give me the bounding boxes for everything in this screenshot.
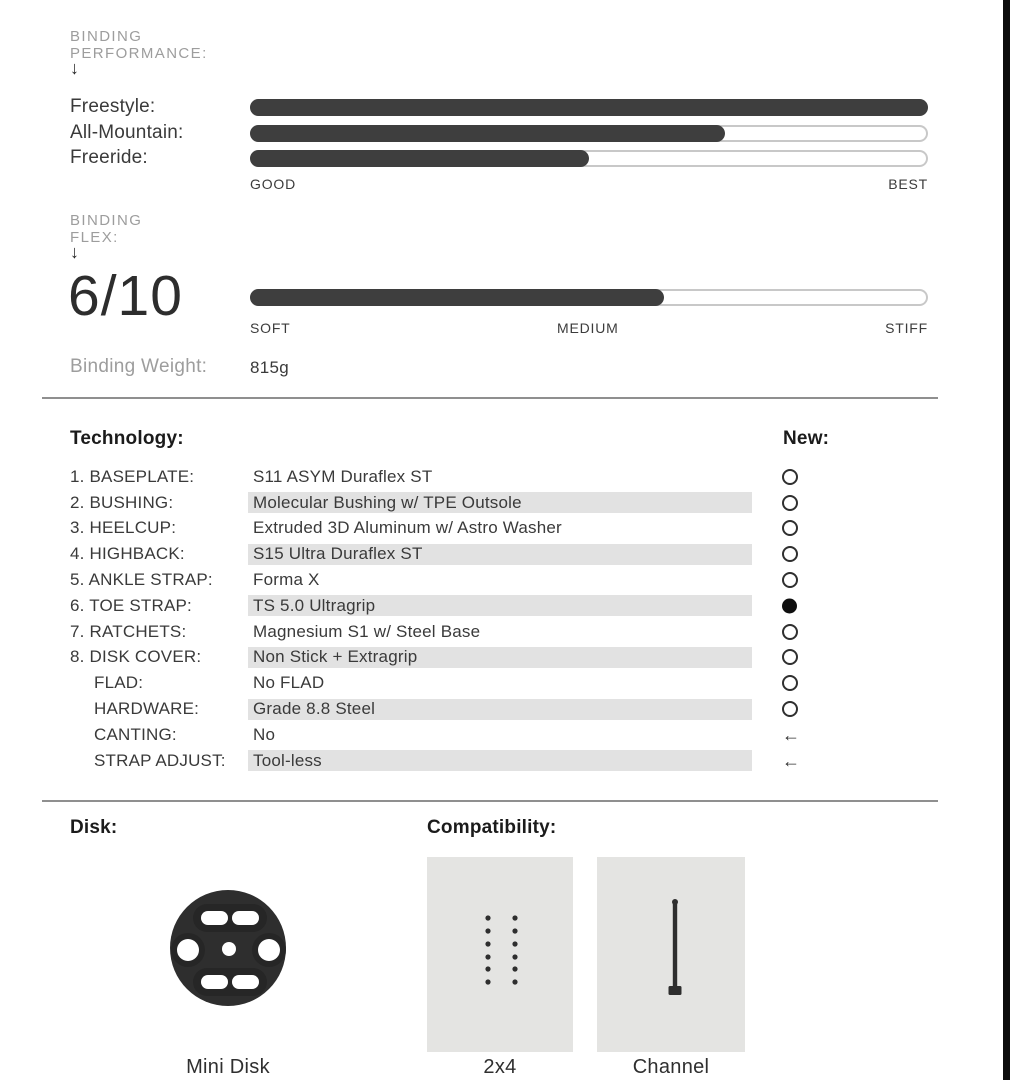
binding-flex-heading-line2: FLEX: (70, 229, 119, 246)
flex-bar-track (250, 289, 928, 306)
technology-table: 1. BASEPLATE: S11 ASYM Duraflex ST 2. BU… (70, 464, 830, 774)
left-arrow-icon (782, 726, 800, 744)
flex-bar-fill (250, 289, 664, 306)
table-row: FLAD: No FLAD (70, 670, 830, 696)
left-arrow-icon (782, 752, 800, 770)
row-label: CANTING: (94, 724, 177, 744)
table-row: STRAP ADJUST: Tool-less (70, 748, 830, 774)
row-value: S11 ASYM Duraflex ST (253, 466, 433, 486)
new-marker-circle-icon (782, 546, 798, 563)
new-marker-circle-icon (782, 520, 798, 537)
channel-label: Channel (632, 1056, 710, 1078)
row-value: Extruded 3D Aluminum w/ Astro Washer (253, 518, 562, 538)
row-value: S15 Ultra Duraflex ST (248, 543, 752, 565)
row-value: No FLAD (253, 673, 325, 693)
page-edge-strip (1003, 0, 1010, 1080)
row-label: 1. BASEPLATE: (70, 466, 195, 486)
row-label: FLAD: (94, 673, 144, 693)
scale-soft-label: SOFT (250, 320, 291, 336)
table-row: 2. BUSHING: Molecular Bushing w/ TPE Out… (70, 490, 830, 516)
table-row: 8. DISK COVER: Non Stick + Extragrip (70, 645, 830, 671)
channel-icon (668, 899, 682, 995)
performance-scale: GOOD BEST (250, 176, 928, 192)
table-row: 7. RATCHETS: Magnesium S1 w/ Steel Base (70, 619, 830, 645)
down-arrow-icon: ↓ (70, 58, 79, 78)
row-label: 3. HEELCUP: (70, 518, 177, 538)
all-mountain-bar-track (250, 125, 928, 142)
table-row: 6. TOE STRAP: TS 5.0 Ultragrip (70, 593, 830, 619)
binding-weight-value: 815g (250, 358, 290, 377)
flex-rating-value: 6/10 (68, 264, 183, 328)
row-label: STRAP ADJUST: (94, 750, 226, 770)
row-value: Grade 8.8 Steel (248, 698, 752, 720)
row-value: No (253, 724, 276, 744)
binding-weight-label: Binding Weight: (70, 356, 208, 377)
divider (42, 800, 938, 802)
row-value: TS 5.0 Ultragrip (248, 595, 752, 617)
table-row: CANTING: No (70, 722, 830, 748)
all-mountain-bar-fill (250, 125, 725, 142)
row-label: 8. DISK COVER: (70, 647, 202, 667)
new-marker-circle-icon (782, 572, 798, 589)
binding-flex-heading: BINDING FLEX: (70, 212, 142, 246)
new-marker-filled-circle-icon (782, 598, 797, 614)
down-arrow-icon: ↓ (70, 242, 79, 262)
mini-disk-label: Mini Disk (186, 1056, 270, 1078)
freeride-bar-track (250, 150, 928, 167)
row-label: 7. RATCHETS: (70, 621, 187, 641)
compatibility-panel-channel (597, 857, 745, 1052)
binding-performance-heading: BINDING PERFORMANCE: (70, 28, 208, 62)
row-value: Magnesium S1 w/ Steel Base (253, 621, 481, 641)
row-label: 2. BUSHING: (70, 492, 174, 512)
scale-best-label: BEST (888, 176, 928, 192)
row-value: Molecular Bushing w/ TPE Outsole (248, 492, 752, 514)
row-label: 4. HIGHBACK: (70, 544, 185, 564)
all-mountain-label: All-Mountain: (70, 122, 184, 143)
disk-heading: Disk: (70, 817, 118, 838)
scale-medium-label: MEDIUM (557, 320, 619, 336)
new-marker-circle-icon (782, 649, 798, 666)
binding-performance-heading-line2: PERFORMANCE: (70, 45, 208, 62)
new-marker-circle-icon (782, 701, 798, 718)
flex-scale: SOFT MEDIUM STIFF (250, 320, 928, 336)
freestyle-bar-track (250, 99, 928, 116)
new-marker-circle-icon (782, 623, 798, 640)
row-value: Non Stick + Extragrip (248, 646, 752, 668)
freeride-bar-fill (250, 150, 589, 167)
compatibility-heading: Compatibility: (427, 817, 557, 838)
scale-good-label: GOOD (250, 176, 296, 192)
technology-heading: Technology: (70, 428, 184, 449)
table-row: 3. HEELCUP: Extruded 3D Aluminum w/ Astr… (70, 516, 830, 542)
row-label: HARDWARE: (94, 699, 200, 719)
compatibility-panel-2x4 (427, 857, 573, 1052)
new-marker-circle-icon (782, 494, 798, 511)
table-row: 5. ANKLE STRAP: Forma X (70, 567, 830, 593)
2x4-label: 2x4 (483, 1056, 517, 1078)
row-label: 6. TOE STRAP: (70, 595, 192, 615)
new-marker-circle-icon (782, 468, 798, 485)
2x4-hole-pattern-icon (485, 915, 518, 985)
row-value: Tool-less (248, 750, 752, 772)
freestyle-label: Freestyle: (70, 96, 156, 117)
divider (42, 397, 938, 399)
mini-disk-illustration (170, 890, 286, 1006)
row-label: 5. ANKLE STRAP: (70, 570, 213, 590)
binding-performance-heading-line1: BINDING (70, 28, 143, 45)
table-row: HARDWARE: Grade 8.8 Steel (70, 696, 830, 722)
new-heading: New: (783, 428, 830, 449)
binding-flex-heading-line1: BINDING (70, 212, 143, 229)
freeride-label: Freeride: (70, 147, 148, 168)
table-row: 4. HIGHBACK: S15 Ultra Duraflex ST (70, 541, 830, 567)
freestyle-bar-fill (250, 99, 928, 116)
row-value: Forma X (253, 570, 320, 590)
table-row: 1. BASEPLATE: S11 ASYM Duraflex ST (70, 464, 830, 490)
new-marker-circle-icon (782, 675, 798, 692)
scale-stiff-label: STIFF (885, 320, 928, 336)
